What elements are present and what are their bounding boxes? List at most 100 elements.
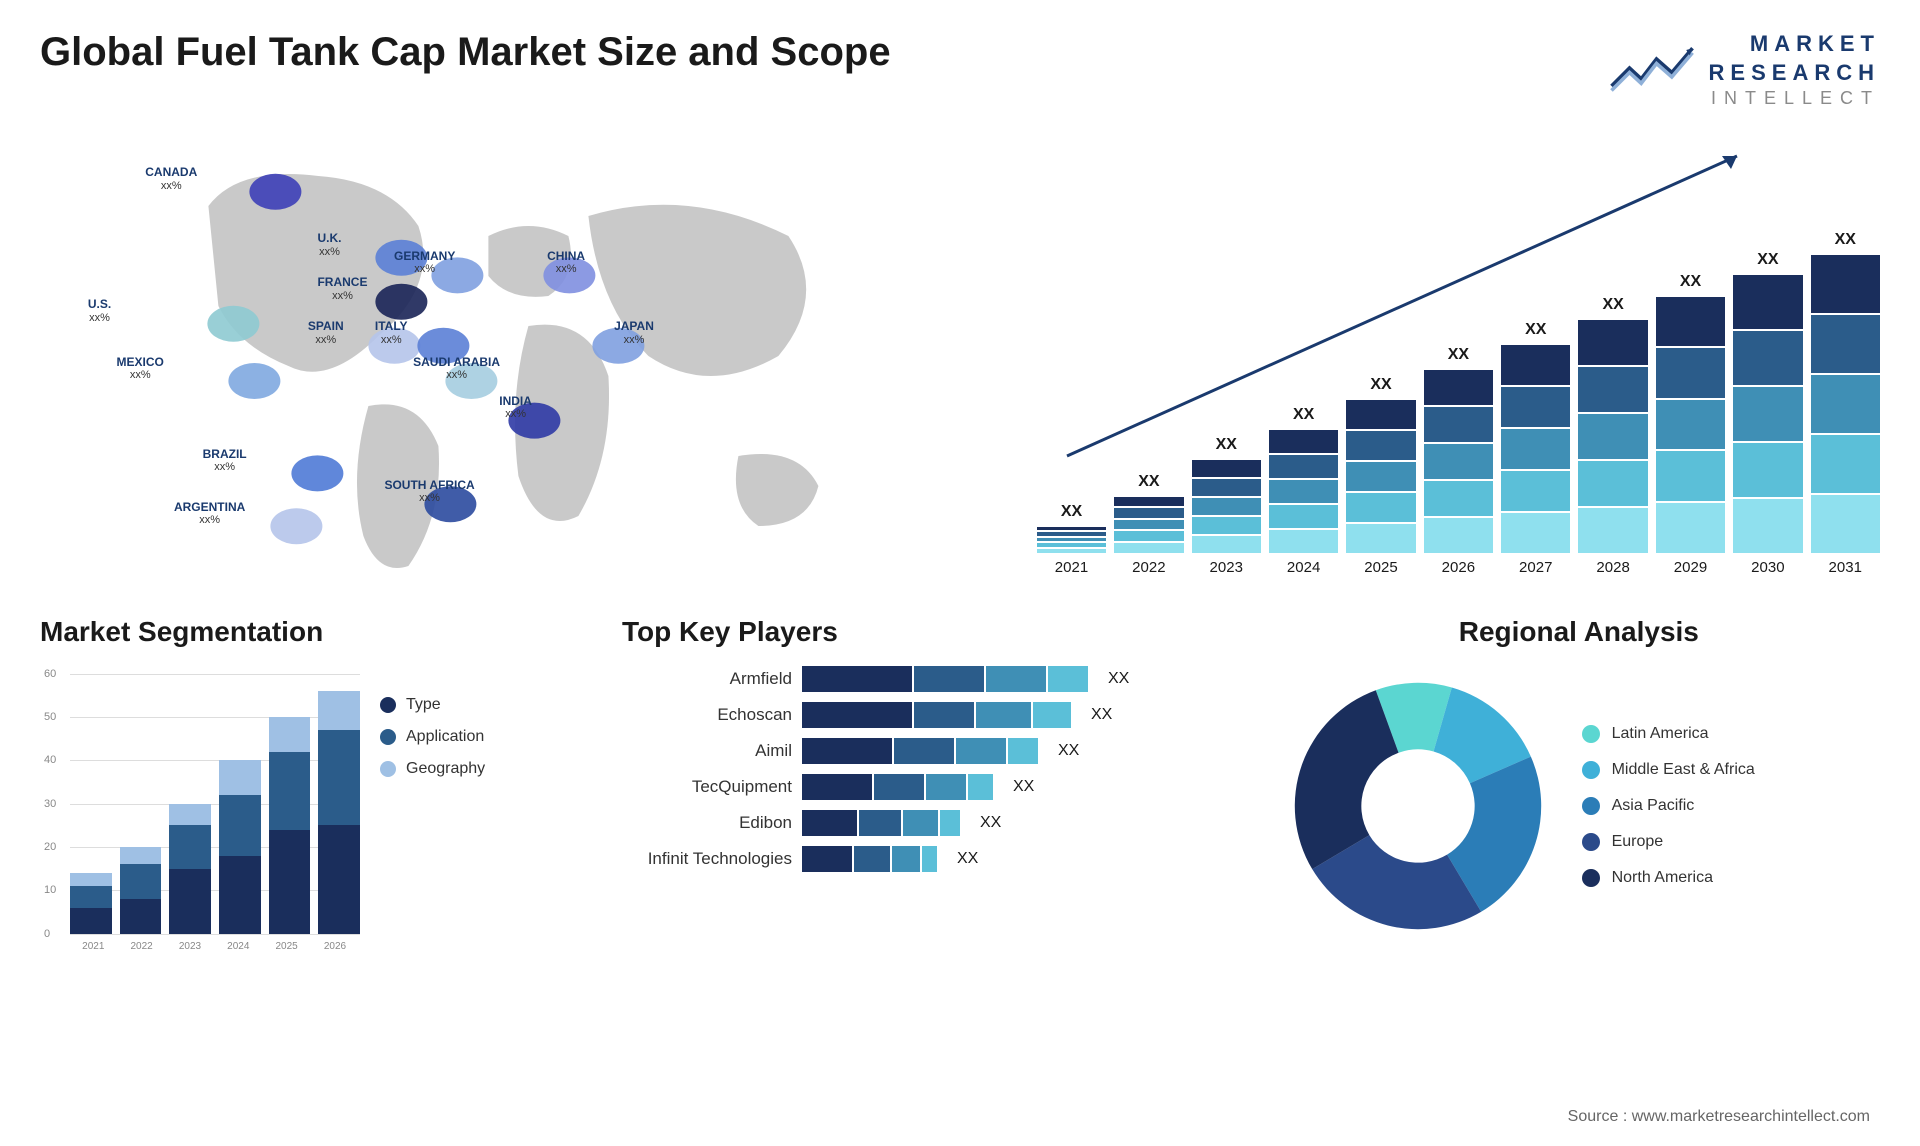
growth-bar-year: 2029 (1674, 559, 1707, 576)
growth-bar-segment (1811, 315, 1880, 373)
legend-label: Latin America (1612, 725, 1709, 743)
seg-bar-segment (169, 869, 211, 934)
growth-bar-segment (1578, 508, 1647, 553)
growth-bar-value: XX (1757, 251, 1778, 269)
legend-label: Asia Pacific (1612, 797, 1695, 815)
key-player-segment (1048, 666, 1088, 692)
growth-bar-segment (1733, 275, 1802, 329)
growth-bar-segment (1424, 407, 1493, 442)
growth-bar: XX 2022 (1114, 473, 1183, 576)
growth-bar-segment (1424, 444, 1493, 479)
source-label: Source : www.marketresearchintellect.com (1568, 1108, 1870, 1126)
seg-bar (120, 847, 162, 934)
key-player-segment (903, 810, 938, 836)
donut-legend-item: Europe (1582, 833, 1755, 851)
growth-bar-year: 2031 (1829, 559, 1862, 576)
growth-bar: XX2023 (1192, 436, 1261, 576)
key-player-bar (802, 666, 1090, 692)
growth-bar-segment (1269, 455, 1338, 478)
legend-swatch (380, 761, 396, 777)
growth-bar-segment (1346, 493, 1415, 522)
growth-bar-segment (1269, 530, 1338, 553)
growth-bar-segment (1733, 499, 1802, 553)
growth-bar-segment (1656, 400, 1725, 450)
key-player-value: XX (980, 814, 1001, 832)
donut-segment (1294, 690, 1398, 869)
growth-bar-segment (1811, 255, 1880, 313)
growth-bar-year: 2021 (1055, 559, 1088, 576)
key-player-segment (874, 774, 924, 800)
key-player-value: XX (1058, 742, 1079, 760)
growth-bar-segment (1192, 460, 1261, 477)
key-player-segment (914, 702, 974, 728)
logo-text-3: INTELLECT (1709, 87, 1880, 110)
growth-bar-segment (1578, 367, 1647, 412)
legend-swatch (1582, 869, 1600, 887)
seg-x-label: 2021 (82, 941, 104, 952)
seg-y-label: 10 (44, 884, 56, 896)
key-players-title: Top Key Players (622, 616, 1248, 648)
country-label: CANADAxx% (145, 166, 197, 191)
growth-bar-year: 2022 (1132, 559, 1165, 576)
legend-swatch (380, 697, 396, 713)
growth-bar-segment (1424, 518, 1493, 553)
seg-bar (70, 873, 112, 934)
country-label: GERMANYxx% (394, 250, 455, 275)
country-label: CHINAxx% (547, 250, 585, 275)
growth-bar-segment (1424, 481, 1493, 516)
key-player-segment (802, 666, 912, 692)
growth-bar-value: XX (1138, 473, 1159, 491)
key-player-row: TecQuipmentXX (632, 774, 1248, 800)
key-player-segment (914, 666, 984, 692)
key-player-label: Aimil (632, 741, 792, 761)
seg-bar-segment (269, 717, 311, 752)
growth-bar-segment (1346, 400, 1415, 429)
seg-x-label: 2026 (324, 941, 346, 952)
growth-bar-year: 2027 (1519, 559, 1552, 576)
seg-bar-segment (70, 908, 112, 934)
growth-bar-segment (1037, 527, 1106, 531)
growth-bar: XX2021 (1037, 503, 1106, 576)
logo-mark-icon (1607, 38, 1697, 103)
growth-bar-segment (1501, 513, 1570, 553)
regional-donut (1278, 666, 1558, 946)
growth-bar-segment (1501, 471, 1570, 511)
growth-bar: XX2029 (1656, 273, 1725, 576)
key-player-segment (940, 810, 960, 836)
key-player-label: Edibon (632, 813, 792, 833)
key-player-segment (892, 846, 920, 872)
growth-bar-year: 2025 (1364, 559, 1397, 576)
growth-bar-segment (1578, 320, 1647, 365)
world-map: CANADAxx%U.S.xx%MEXICOxx%BRAZILxx%ARGENT… (40, 136, 997, 576)
seg-x-label: 2025 (276, 941, 298, 952)
seg-y-label: 30 (44, 798, 56, 810)
growth-bar: XX2024 (1269, 406, 1338, 576)
key-player-bar (802, 738, 1040, 764)
seg-legend-item: Geography (380, 760, 485, 778)
key-player-bar (802, 810, 962, 836)
seg-legend-item: Application (380, 728, 485, 746)
growth-bar: XX2030 (1733, 251, 1802, 576)
growth-bar-value: XX (1293, 406, 1314, 424)
country-label: SPAINxx% (308, 320, 344, 345)
segmentation-chart: 0102030405060202120222023202420252026 (40, 666, 360, 956)
growth-bar-segment (1424, 370, 1493, 405)
growth-bar-segment (1192, 536, 1261, 553)
growth-bar-segment (1346, 524, 1415, 553)
growth-bar-segment (1501, 429, 1570, 469)
country-label: ARGENTINAxx% (174, 501, 245, 526)
growth-bar-year: 2028 (1596, 559, 1629, 576)
brand-logo: MARKET RESEARCH INTELLECT (1607, 30, 1880, 111)
growth-bar-segment (1501, 345, 1570, 385)
key-player-segment (1008, 738, 1038, 764)
key-player-label: TecQuipment (632, 777, 792, 797)
country-label: BRAZILxx% (203, 448, 247, 473)
key-player-segment (986, 666, 1046, 692)
page-title: Global Fuel Tank Cap Market Size and Sco… (40, 30, 891, 75)
key-player-value: XX (1108, 670, 1129, 688)
key-player-segment (956, 738, 1006, 764)
key-player-label: Armfield (632, 669, 792, 689)
seg-bar-segment (219, 856, 261, 934)
regional-legend: Latin AmericaMiddle East & AfricaAsia Pa… (1582, 725, 1755, 887)
seg-x-label: 2022 (131, 941, 153, 952)
